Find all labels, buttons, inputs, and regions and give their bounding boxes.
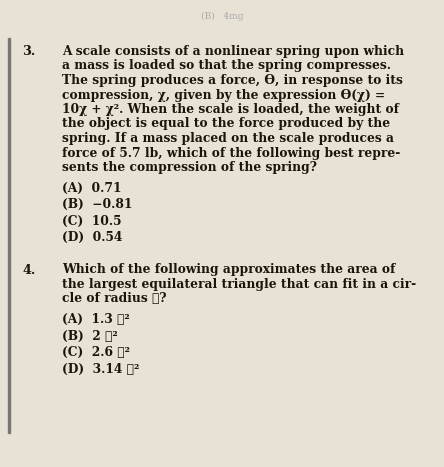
Text: 3.: 3.: [22, 45, 35, 58]
Text: cle of radius ℜ?: cle of radius ℜ?: [62, 292, 166, 305]
Text: (B)   4mg: (B) 4mg: [201, 12, 243, 21]
Text: (C)  10.5: (C) 10.5: [62, 214, 122, 227]
Text: spring. If a mass placed on the scale produces a: spring. If a mass placed on the scale pr…: [62, 132, 394, 145]
Bar: [8, 38, 10, 433]
Text: sents the compression of the spring?: sents the compression of the spring?: [62, 161, 317, 174]
Text: the object is equal to the force produced by the: the object is equal to the force produce…: [62, 118, 390, 130]
Text: (C)  2.6 ℜ²: (C) 2.6 ℜ²: [62, 346, 130, 359]
Text: A scale consists of a nonlinear spring upon which: A scale consists of a nonlinear spring u…: [62, 45, 404, 58]
Text: 4.: 4.: [22, 263, 35, 276]
Text: 10χ + χ². When the scale is loaded, the weight of: 10χ + χ². When the scale is loaded, the …: [62, 103, 399, 116]
Text: Which of the following approximates the area of: Which of the following approximates the …: [62, 263, 395, 276]
Text: (D)  3.14 ℜ²: (D) 3.14 ℜ²: [62, 362, 139, 375]
Text: The spring produces a force, ϴ, in response to its: The spring produces a force, ϴ, in respo…: [62, 74, 403, 87]
Text: (B)  2 ℜ²: (B) 2 ℜ²: [62, 330, 118, 342]
Text: compression, χ, given by the expression ϴ(χ) =: compression, χ, given by the expression …: [62, 89, 385, 101]
Text: (A)  0.71: (A) 0.71: [62, 182, 122, 194]
Text: force of 5.7 lb, which of the following best repre-: force of 5.7 lb, which of the following …: [62, 147, 400, 160]
Text: (A)  1.3 ℜ²: (A) 1.3 ℜ²: [62, 313, 130, 326]
Text: (B)  −0.81: (B) −0.81: [62, 198, 132, 211]
Text: a mass is loaded so that the spring compresses.: a mass is loaded so that the spring comp…: [62, 59, 391, 72]
Text: (D)  0.54: (D) 0.54: [62, 231, 123, 244]
Text: the largest equilateral triangle that can fit in a cir-: the largest equilateral triangle that ca…: [62, 278, 416, 291]
